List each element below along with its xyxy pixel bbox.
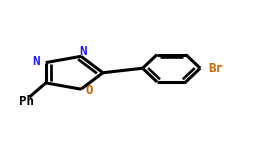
Text: N: N	[32, 55, 40, 68]
Text: Br: Br	[208, 62, 223, 75]
Text: Ph: Ph	[19, 95, 34, 108]
Text: N: N	[79, 45, 87, 58]
Text: O: O	[86, 84, 93, 97]
